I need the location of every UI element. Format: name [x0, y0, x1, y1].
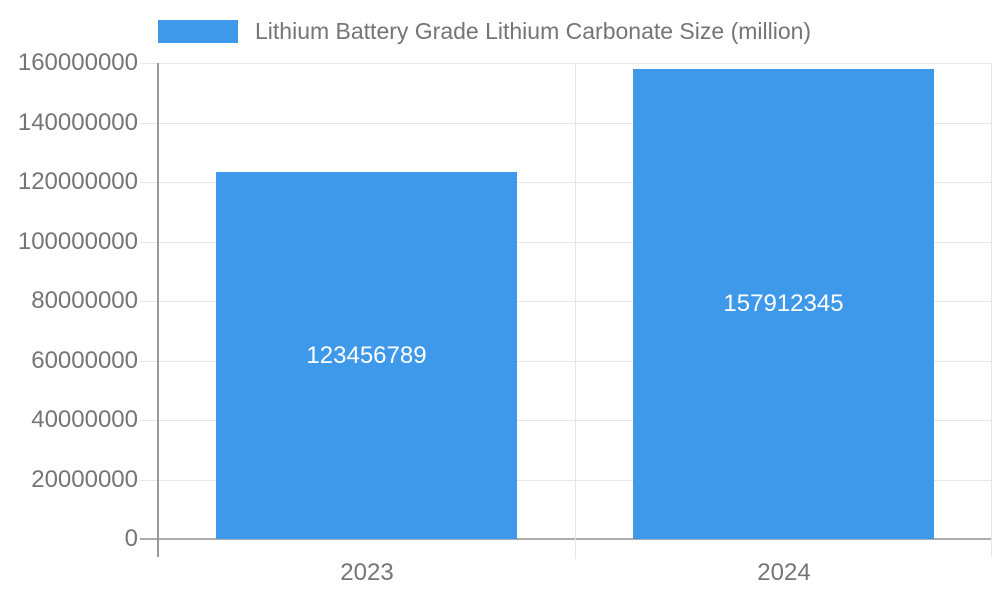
gridline [140, 242, 992, 243]
bar-value-label: 157912345 [723, 290, 844, 317]
y-tick-label: 60000000 [31, 347, 138, 374]
gridline [140, 420, 992, 421]
x-tick-label: 2024 [757, 559, 811, 586]
legend: Lithium Battery Grade Lithium Carbonate … [158, 20, 811, 43]
gridline [140, 480, 992, 481]
x-tick-label: 2023 [340, 559, 394, 586]
y-tick-label: 160000000 [17, 49, 138, 76]
gridline [140, 182, 992, 183]
y-tick-label: 100000000 [17, 228, 138, 255]
bar-value-label: 123456789 [306, 342, 427, 369]
y-tick-label: 140000000 [17, 109, 138, 136]
plot-right-border [991, 63, 992, 557]
bar-2024[interactable] [633, 69, 934, 539]
y-tick-label: 40000000 [31, 406, 138, 433]
category-divider [575, 63, 576, 559]
y-axis-line [157, 63, 159, 557]
gridline [140, 123, 992, 124]
y-tick-label: 80000000 [31, 287, 138, 314]
y-tick-label: 20000000 [31, 466, 138, 493]
x-axis-baseline [140, 538, 992, 540]
gridline [140, 63, 992, 64]
gridline [140, 301, 992, 302]
y-tick-label: 0 [124, 525, 138, 552]
legend-label: Lithium Battery Grade Lithium Carbonate … [255, 18, 812, 44]
legend-swatch [158, 20, 238, 43]
gridline [140, 361, 992, 362]
bar-2023[interactable] [216, 172, 517, 539]
y-tick-label: 120000000 [17, 168, 138, 195]
